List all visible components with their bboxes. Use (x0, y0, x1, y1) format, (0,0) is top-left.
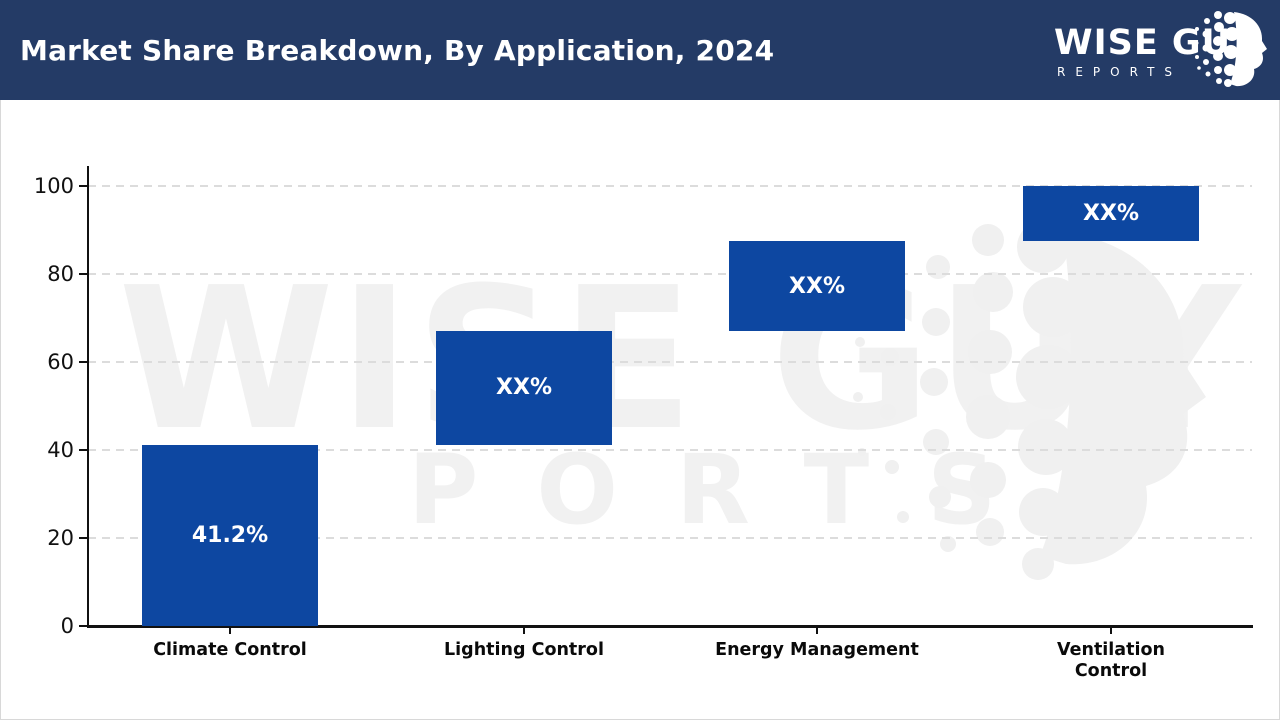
bar-climate-control: 41.2% (142, 444, 318, 626)
logo-subtitle: REPORTS (1057, 65, 1183, 79)
y-tick-label: 20 (47, 526, 74, 550)
dotted-head-icon (1193, 11, 1267, 87)
gridline-y80 (88, 273, 1252, 275)
x-axis-spine (87, 625, 1253, 628)
x-category-label: Ventilation Control (1057, 640, 1165, 682)
y-tick (79, 537, 88, 539)
x-tick (229, 627, 231, 634)
y-tick-label: 40 (47, 438, 74, 462)
y-tick (79, 625, 88, 627)
wise-guy-reports-logo: WISE GUY REPORTS (1008, 6, 1268, 94)
x-tick (1110, 627, 1112, 634)
logo-text: WISE GUY REPORTS (1054, 26, 1257, 80)
header-bar: Market Share Breakdown, By Application, … (0, 0, 1280, 100)
bar-ventilation-control: XX% (1023, 186, 1199, 241)
y-axis-spine (87, 166, 89, 626)
bar-value-label: XX% (1083, 201, 1139, 226)
y-tick-label: 100 (33, 174, 74, 198)
gridline-y100 (88, 185, 1252, 187)
gridline-y40 (88, 449, 1252, 451)
bar-value-label: XX% (496, 375, 552, 401)
x-tick (523, 627, 525, 634)
y-tick (79, 449, 88, 451)
x-category-label: Climate Control (153, 640, 307, 660)
page-title: Market Share Breakdown, By Application, … (20, 33, 775, 67)
y-tick (79, 273, 88, 275)
bar-energy-management: XX% (729, 241, 905, 332)
x-tick (816, 627, 818, 634)
gridline-y20 (88, 537, 1252, 539)
y-tick (79, 361, 88, 363)
bar-value-label: XX% (789, 273, 845, 299)
x-category-label: Lighting Control (444, 640, 604, 660)
bar-value-label: 41.2% (191, 522, 269, 548)
watermark-subtitle: PORTS (408, 434, 1055, 546)
x-category-label: Energy Management (715, 640, 919, 660)
y-tick (79, 185, 88, 187)
y-tick-label: 80 (47, 262, 74, 286)
y-tick-label: 0 (60, 614, 74, 638)
y-tick-label: 60 (47, 350, 74, 374)
bar-lighting-control: XX% (436, 331, 612, 445)
gridline-y60 (88, 361, 1252, 363)
